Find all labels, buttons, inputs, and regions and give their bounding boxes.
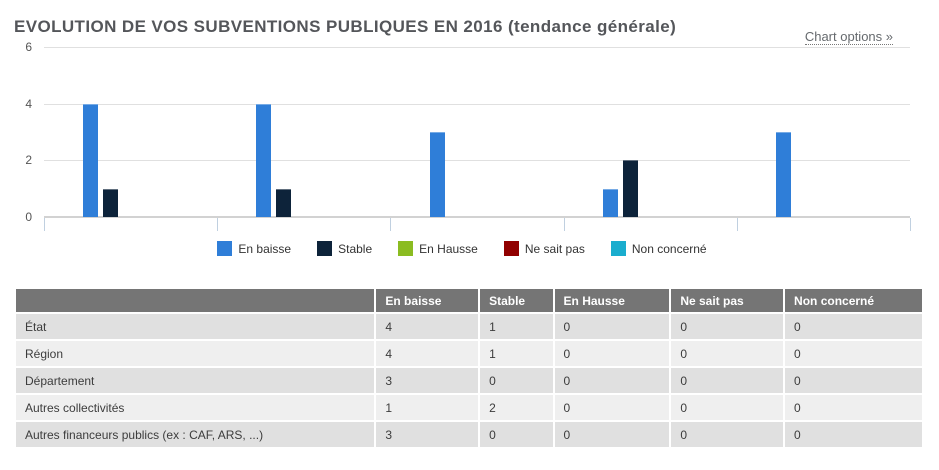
cell-value: 0 (554, 395, 670, 420)
cell-value: 3 (376, 422, 479, 447)
y-axis-label: 6 (25, 40, 32, 54)
cell-value: 0 (554, 314, 670, 339)
bar-en-baisse[interactable] (256, 103, 272, 217)
x-axis-tick (563, 218, 565, 231)
cell-value: 0 (785, 395, 922, 420)
column-header: En Hausse (554, 289, 670, 312)
cell-value: 0 (480, 422, 553, 447)
cell-value: 0 (671, 341, 784, 366)
legend-item[interactable]: Ne sait pas (503, 241, 585, 256)
table-row: Département 3 0 0 0 0 (16, 368, 922, 393)
cell-value: 4 (376, 314, 479, 339)
x-axis-tick (217, 218, 219, 231)
bar-en-baisse[interactable] (602, 188, 618, 217)
bar-chart: 0 2 4 6 (25, 40, 911, 231)
table-row: État 4 1 0 0 0 (16, 314, 922, 339)
cell-value: 3 (376, 368, 479, 393)
cell-value: 0 (785, 368, 922, 393)
bar-stable[interactable] (276, 188, 292, 217)
cell-value: 0 (671, 314, 784, 339)
table-row: Autres financeurs publics (ex : CAF, ARS… (16, 422, 922, 447)
bar-stable[interactable] (103, 188, 119, 217)
x-axis-tick (910, 218, 911, 231)
cell-value: 0 (554, 368, 670, 393)
legend-swatch-icon (317, 241, 333, 256)
cell-value: 4 (376, 341, 479, 366)
table-row: Région 4 1 0 0 0 (16, 341, 922, 366)
bar-stable[interactable] (622, 160, 638, 217)
cell-value: 1 (480, 341, 553, 366)
column-header: Non concerné (785, 289, 922, 312)
legend-swatch-icon (398, 241, 414, 256)
bar-en-baisse[interactable] (429, 132, 445, 217)
legend-label: Non concerné (631, 241, 707, 256)
row-label: État (16, 314, 375, 339)
table-header-row: En baisse Stable En Hausse Ne sait pas Non c… (16, 289, 922, 312)
legend-item[interactable]: En baisse (217, 241, 291, 256)
cell-value: 1 (376, 395, 479, 420)
cell-value: 0 (785, 422, 922, 447)
cell-value: 0 (671, 395, 784, 420)
bar-en-baisse[interactable] (83, 103, 99, 217)
y-gridline (44, 103, 910, 105)
bar-en-baisse[interactable] (775, 132, 791, 217)
row-label: Région (16, 341, 375, 366)
legend-swatch-icon (610, 241, 626, 256)
row-label: Autres financeurs publics (ex : CAF, ARS… (16, 422, 375, 447)
column-header: En baisse (376, 289, 479, 312)
cell-value: 2 (480, 395, 553, 420)
table-row: Autres collectivités 1 2 0 0 0 (16, 395, 922, 420)
table-body: État 4 1 0 0 0 Région 4 1 0 0 0 Département 3 0 0 0 0 Autr… (16, 314, 922, 447)
x-axis-line (44, 216, 910, 218)
legend-swatch-icon (217, 241, 233, 256)
y-gridline (44, 160, 910, 162)
legend-swatch-icon (503, 241, 519, 256)
cell-value: 0 (785, 314, 922, 339)
cell-value: 0 (554, 422, 670, 447)
column-header: Ne sait pas (671, 289, 784, 312)
legend-item[interactable]: Non concerné (610, 241, 707, 256)
y-axis-label: 2 (25, 153, 32, 168)
cell-value: 0 (554, 341, 670, 366)
legend-label: En Hausse (419, 241, 478, 256)
legend-item[interactable]: Stable (317, 241, 372, 256)
chart-legend: En baisse Stable En Hausse Ne sait pas Non c… (14, 241, 910, 256)
row-label: Autres collectivités (16, 395, 375, 420)
cell-value: 1 (480, 314, 553, 339)
table-header: En baisse Stable En Hausse Ne sait pas Non c… (16, 289, 922, 312)
cell-value: 0 (480, 368, 553, 393)
cell-value: 0 (671, 368, 784, 393)
column-header: Stable (480, 289, 553, 312)
y-axis-label: 0 (25, 210, 32, 224)
chart-options-link[interactable]: Chart options » (804, 29, 893, 45)
cell-value: 0 (671, 422, 784, 447)
column-header (16, 289, 375, 312)
legend-label: En baisse (238, 241, 292, 256)
x-axis-tick (44, 218, 45, 231)
cell-value: 0 (785, 341, 922, 366)
results-table: En baisse Stable En Hausse Ne sait pas Non c… (14, 287, 924, 449)
legend-label: Stable (338, 241, 373, 256)
y-axis-label: 4 (25, 96, 32, 111)
page-title: EVOLUTION DE VOS SUBVENTIONS PUBLIQUES E… (14, 17, 677, 37)
row-label: Département (16, 368, 375, 393)
legend-item[interactable]: En Hausse (398, 241, 478, 256)
y-gridline (44, 47, 910, 48)
legend-label: Ne sait pas (524, 241, 585, 256)
x-axis-tick (390, 218, 392, 231)
x-axis-tick (736, 218, 738, 231)
